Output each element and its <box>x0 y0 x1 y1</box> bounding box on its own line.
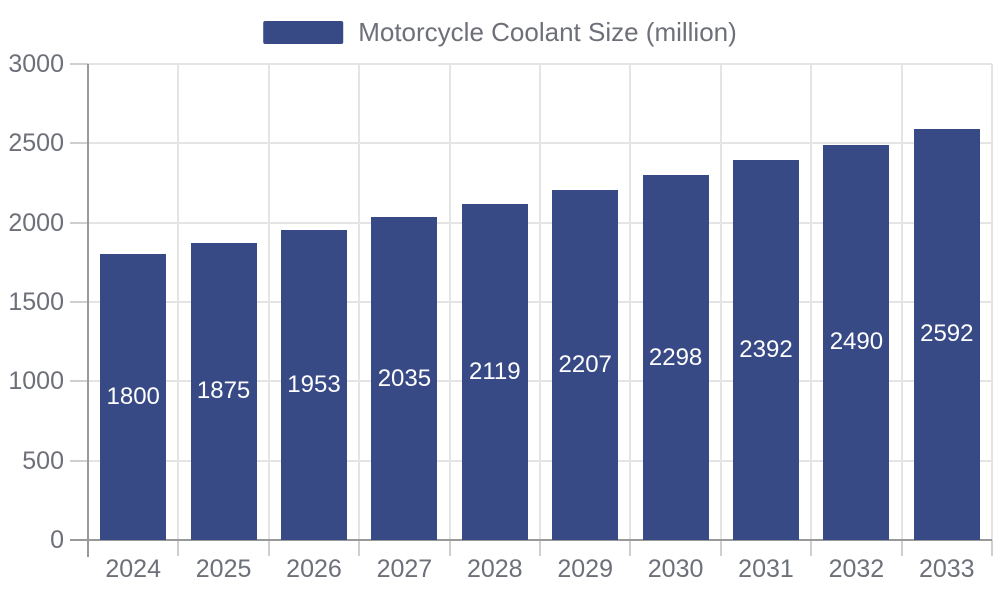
y-tick <box>70 380 88 383</box>
x-axis-label: 2025 <box>195 555 252 583</box>
x-tick <box>358 540 361 556</box>
y-axis-label: 2500 <box>8 129 64 158</box>
x-tick <box>539 540 541 556</box>
gridline-v <box>358 64 361 540</box>
gridline-v <box>267 64 270 540</box>
y-axis-label: 2000 <box>8 208 64 237</box>
y-axis-label: 3000 <box>8 50 64 78</box>
x-tick <box>900 540 903 556</box>
gridline-v <box>629 64 632 540</box>
bar[interactable] <box>371 217 438 540</box>
y-axis-label: 1000 <box>8 367 64 396</box>
y-tick <box>70 142 88 145</box>
bar[interactable] <box>913 128 980 540</box>
bar[interactable] <box>823 144 890 540</box>
bar[interactable] <box>461 203 528 540</box>
y-axis-label: 1500 <box>8 288 64 316</box>
bar[interactable] <box>733 160 799 540</box>
y-tick <box>70 63 88 65</box>
y-tick <box>70 221 88 224</box>
gridline-v <box>900 64 903 540</box>
bar[interactable] <box>100 254 167 540</box>
x-axis-label: 2032 <box>828 555 885 583</box>
x-axis-label: 2026 <box>286 555 342 583</box>
x-tick <box>267 540 270 556</box>
x-axis-label: 2033 <box>918 555 975 583</box>
x-axis-label: 2031 <box>738 555 794 583</box>
x-tick <box>448 540 451 556</box>
bar[interactable] <box>642 175 709 540</box>
y-tick <box>70 459 88 462</box>
bar[interactable] <box>281 230 347 540</box>
x-axis-label: 2030 <box>647 555 704 583</box>
x-tick <box>719 540 722 556</box>
x-axis-label: 2027 <box>376 555 433 583</box>
y-tick <box>70 301 88 303</box>
gridline-v <box>448 64 451 540</box>
y-axis-label: 0 <box>50 526 64 554</box>
bar[interactable] <box>190 242 257 540</box>
x-axis-label: 2028 <box>466 555 523 583</box>
gridline-v <box>539 64 541 540</box>
legend-swatch-icon <box>263 20 344 44</box>
legend-item[interactable]: Motorcycle Coolant Size (million) <box>263 17 737 47</box>
x-tick <box>991 540 993 556</box>
y-axis-line <box>87 64 89 557</box>
x-tick <box>177 540 180 556</box>
y-axis-label: 500 <box>22 446 64 475</box>
x-axis-line <box>70 539 992 541</box>
legend-label: Motorcycle Coolant Size (million) <box>358 17 737 47</box>
x-axis-label: 2029 <box>557 555 613 583</box>
bar[interactable] <box>552 189 619 540</box>
gridline-v <box>810 64 813 540</box>
x-axis-label: 2024 <box>105 555 161 583</box>
gridline-v <box>991 64 993 540</box>
gridline-v <box>177 64 180 540</box>
x-tick <box>629 540 632 556</box>
gridline-v <box>719 64 722 540</box>
x-tick <box>810 540 813 556</box>
